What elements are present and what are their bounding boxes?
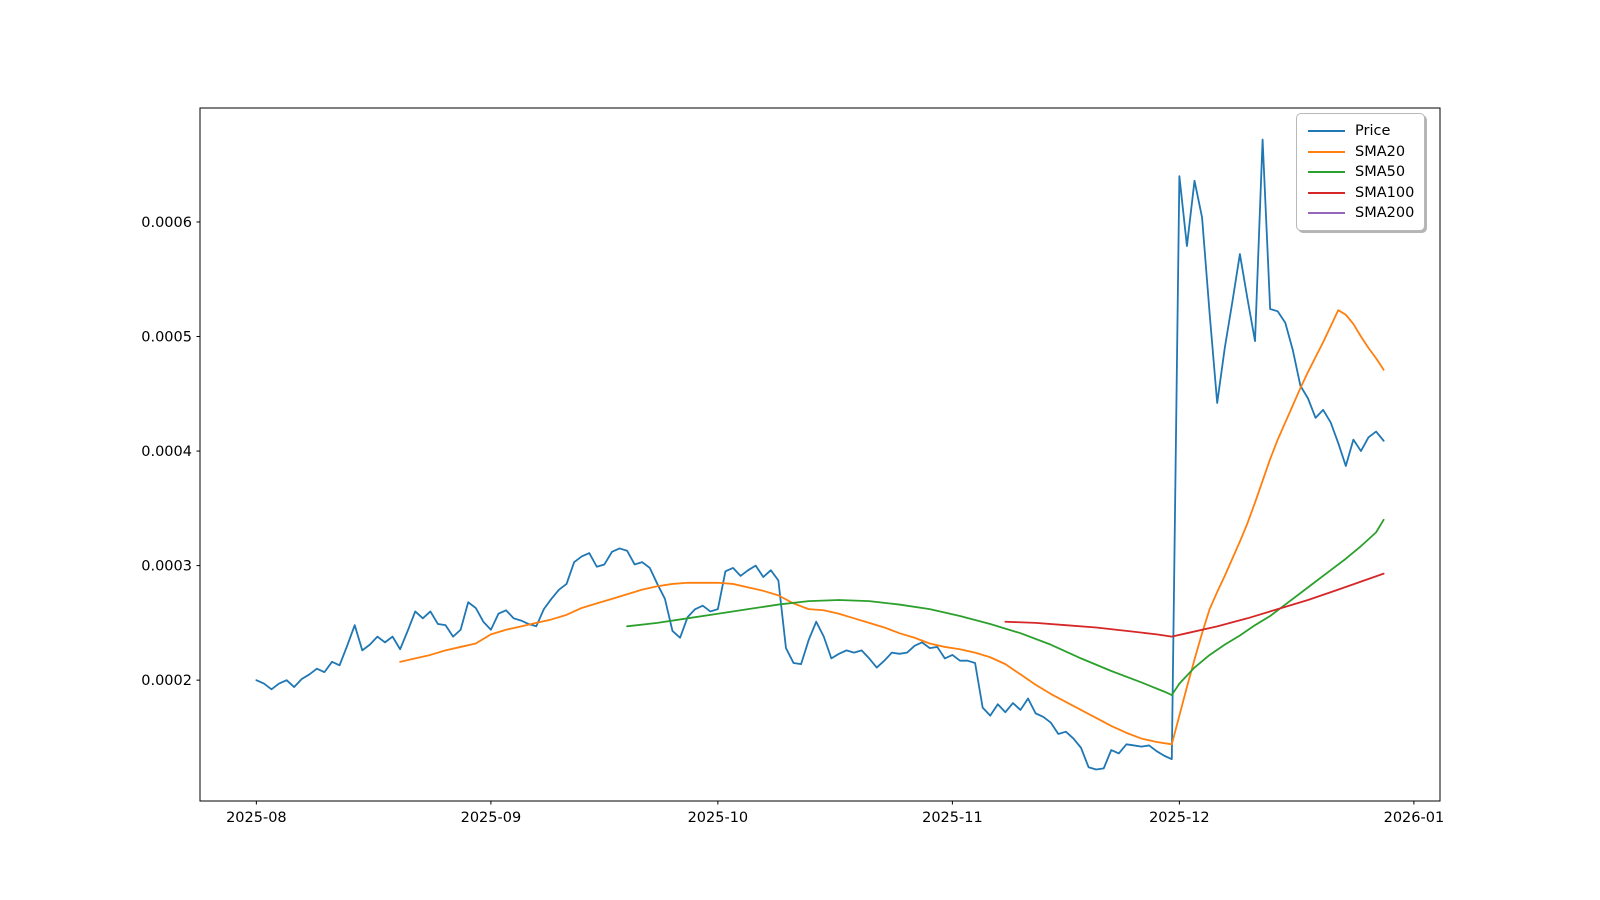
legend-entry-sma50: SMA50 [1308,162,1414,183]
x-tick-label: 2025-12 [1149,810,1210,826]
y-tick-label: 0.0004 [141,444,192,460]
x-tick-label: 2026-01 [1384,810,1445,826]
sma50-line-sample [1308,171,1345,174]
x-tick-label: 2025-08 [226,810,287,826]
y-tick-label: 0.0002 [141,673,192,689]
sma20-line-sample [1308,150,1345,153]
series-line-sma50 [626,518,1385,696]
y-tick-label: 0.0006 [141,215,192,231]
series-line-price [255,138,1385,771]
sma100-line-sample [1308,191,1345,194]
legend-label: SMA20 [1355,143,1406,160]
legend-label: SMA50 [1355,164,1406,180]
x-tick-label: 2025-10 [688,810,749,826]
x-tick-label: 2025-09 [461,810,522,826]
series-line-sma100 [1004,572,1385,638]
series-line-sma20 [399,309,1385,746]
legend-entry-price: Price [1308,121,1414,142]
legend-label: SMA200 [1355,205,1415,221]
legend: Price SMA20 SMA50 SMA100 SMA200 [1296,113,1426,231]
legend-entry-sma200: SMA200 [1308,203,1414,224]
legend-label: SMA100 [1355,184,1415,201]
y-tick-label: 0.0003 [141,559,192,575]
y-tick-label: 0.0005 [141,330,192,346]
price-line-sample [1308,130,1345,133]
legend-entry-sma100: SMA100 [1308,183,1414,204]
sma200-line-sample [1308,212,1345,215]
legend-label: Price [1355,123,1391,139]
plot-area [199,107,1441,802]
x-tick-label: 2025-11 [922,810,983,826]
legend-entry-sma20: SMA20 [1308,142,1414,163]
